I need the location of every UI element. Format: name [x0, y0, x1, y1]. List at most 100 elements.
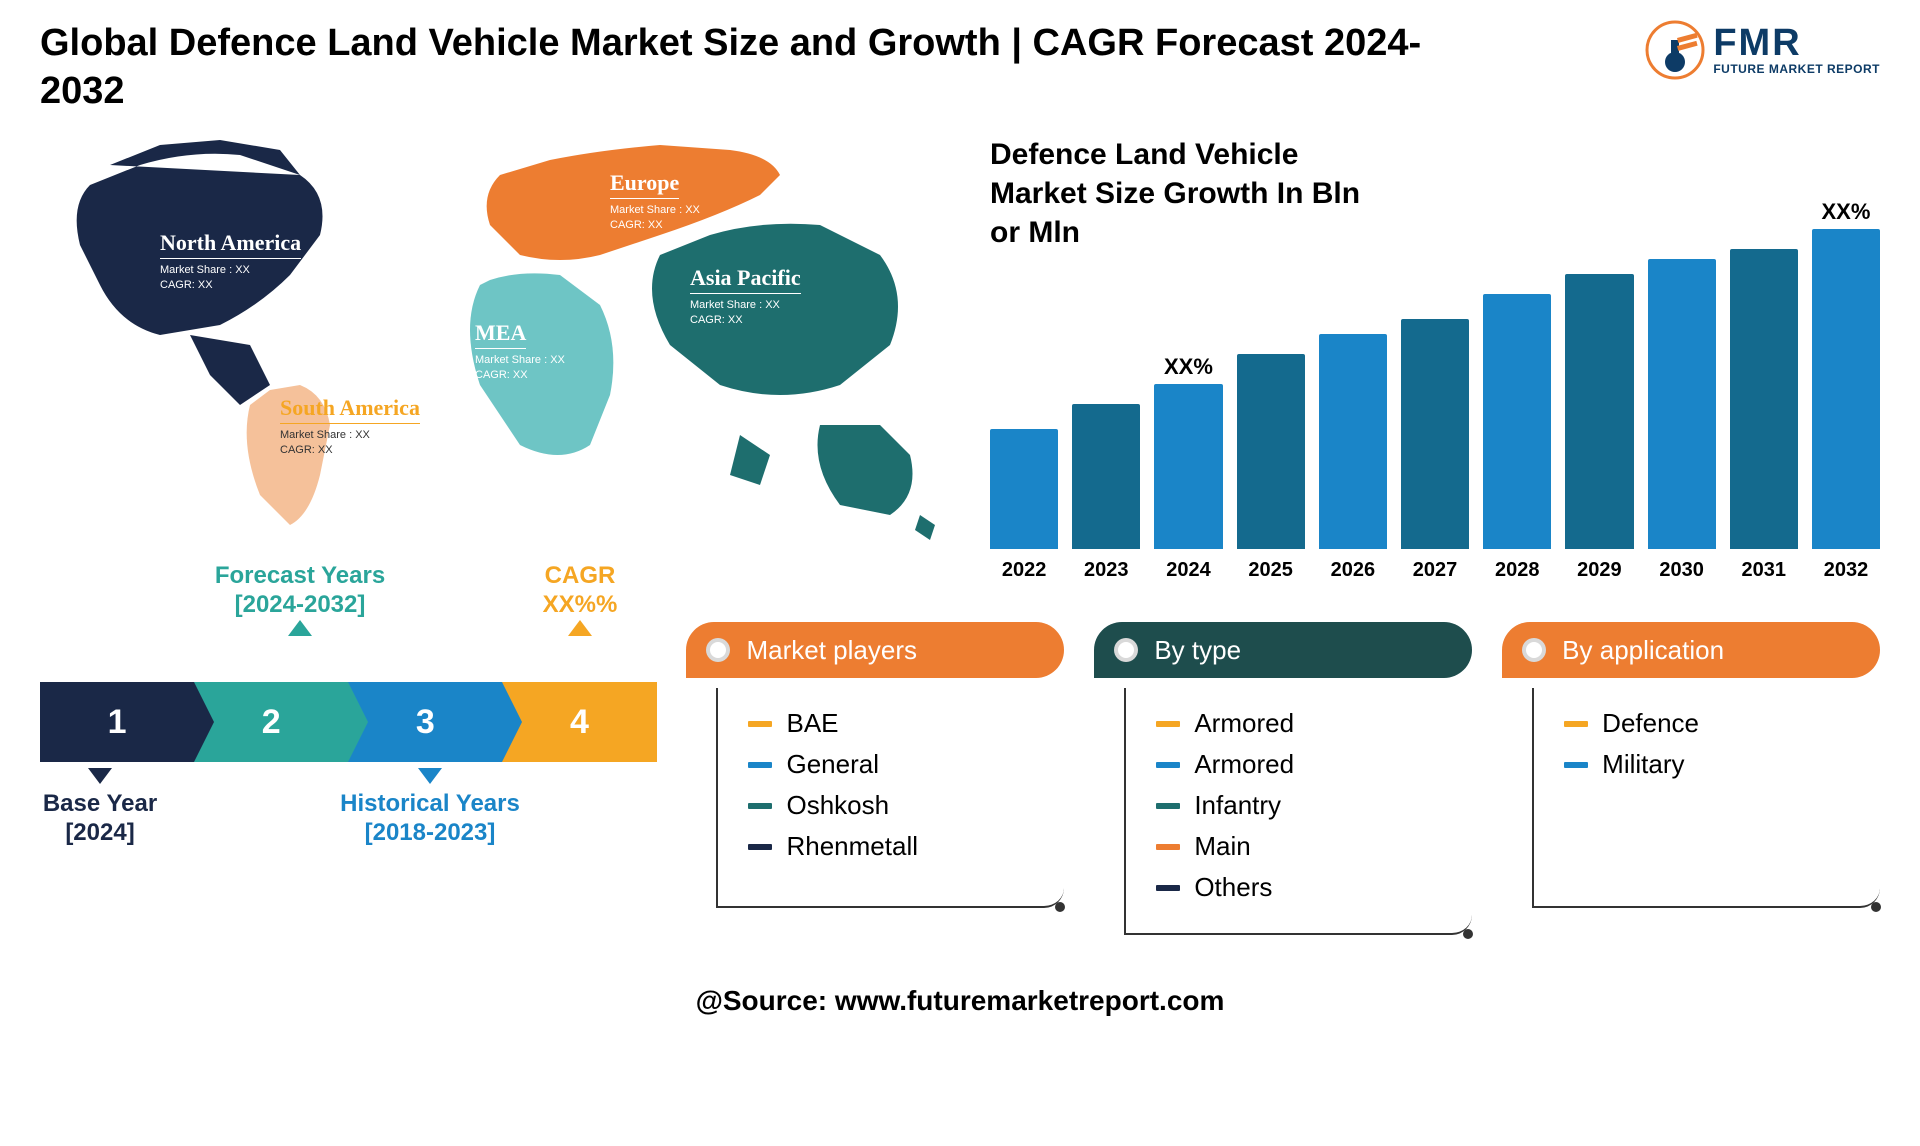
bar-year-label: 2030 [1659, 559, 1704, 582]
bars-wrap: 20222023XX%20242025202620272028202920302… [990, 272, 1880, 582]
category-marker [748, 803, 772, 809]
category-item: Rhenmetall [748, 831, 1054, 862]
region-mea: MEA Market Share : XX CAGR: XX [475, 320, 565, 384]
bar-annotation: XX% [1164, 354, 1213, 382]
bar-year-label: 2029 [1577, 559, 1622, 582]
category-body: Defence Military [1532, 688, 1880, 908]
region-asia-pacific: Asia Pacific Market Share : XX CAGR: XX [690, 265, 801, 329]
timeline-label-base: Base Year [2024] [20, 768, 180, 848]
region-south-america: South America Market Share : XX CAGR: XX [280, 395, 420, 459]
category-item: BAE [748, 708, 1054, 739]
category-item-label: Military [1602, 749, 1684, 780]
category-marker [1564, 762, 1588, 768]
timeline-bar: 1234 [40, 682, 656, 762]
category-item: Main [1156, 831, 1462, 862]
bar [1730, 249, 1798, 549]
source-text: @Source: www.futuremarketreport.com [40, 985, 1880, 1017]
bar-col: 2028 [1483, 294, 1551, 582]
page-title: Global Defence Land Vehicle Market Size … [40, 20, 1440, 115]
category-marker [748, 721, 772, 727]
category-item: General [748, 749, 1054, 780]
category-item: Oshkosh [748, 790, 1054, 821]
bar-col: 2025 [1237, 354, 1305, 582]
category-item-label: Rhenmetall [786, 831, 918, 862]
category-marker [1156, 803, 1180, 809]
bar-col: XX%2032 [1812, 229, 1880, 582]
bar-year-label: 2023 [1084, 559, 1129, 582]
bar [1401, 319, 1469, 549]
category-item: Armored [1156, 708, 1462, 739]
header: Global Defence Land Vehicle Market Size … [40, 20, 1880, 115]
timeline-segment: 2 [194, 682, 348, 762]
bar [1483, 294, 1551, 549]
bar-col: 2030 [1648, 259, 1716, 582]
category-body: BAE General Oshkosh Rhenmetall [716, 688, 1064, 908]
bar-col: 2023 [1072, 404, 1140, 582]
chart-title: Defence Land Vehicle Market Size Growth … [990, 135, 1390, 252]
category-item-label: Armored [1194, 749, 1294, 780]
category-by-type: By type Armored Armored Infantry Main Others [1094, 622, 1472, 935]
bar [990, 429, 1058, 549]
timeline-segment: 3 [348, 682, 502, 762]
bar-year-label: 2022 [1002, 559, 1047, 582]
timeline-segment: 1 [40, 682, 194, 762]
bar [1319, 334, 1387, 549]
category-item-label: Main [1194, 831, 1250, 862]
category-item-label: Defence [1602, 708, 1699, 739]
timeline: Forecast Years [2024-2032] CAGR XX%% 123… [40, 622, 656, 888]
bar-year-label: 2026 [1331, 559, 1376, 582]
logo: FMR FUTURE MARKET REPORT [1645, 20, 1880, 80]
region-europe: Europe Market Share : XX CAGR: XX [610, 170, 700, 234]
category-item: Defence [1564, 708, 1870, 739]
bar-col: 2026 [1319, 334, 1387, 582]
category-item-label: BAE [786, 708, 838, 739]
binoculars-icon [1645, 20, 1705, 80]
bar-col: 2029 [1565, 274, 1633, 582]
bar-year-label: 2032 [1824, 559, 1869, 582]
top-section: North America Market Share : XX CAGR: XX… [40, 125, 1880, 582]
bottom-section: Forecast Years [2024-2032] CAGR XX%% 123… [40, 622, 1880, 935]
category-item: Military [1564, 749, 1870, 780]
timeline-label-forecast: Forecast Years [2024-2032] [200, 562, 400, 642]
category-item-label: Armored [1194, 708, 1294, 739]
category-item-label: Others [1194, 872, 1272, 903]
category-marker [1156, 762, 1180, 768]
timeline-segment: 4 [502, 682, 656, 762]
category-item: Others [1156, 872, 1462, 903]
bar-annotation: XX% [1822, 199, 1871, 227]
bar-col: 2027 [1401, 319, 1469, 582]
category-marker [748, 844, 772, 850]
bar-col: 2031 [1730, 249, 1798, 582]
category-market-players: Market players BAE General Oshkosh Rhenmeta… [686, 622, 1064, 908]
timeline-label-cagr: CAGR XX%% [520, 562, 640, 642]
bar [1237, 354, 1305, 549]
category-header: By type [1094, 622, 1472, 678]
category-header: Market players [686, 622, 1064, 678]
category-item-label: Oshkosh [786, 790, 889, 821]
bar-year-label: 2024 [1166, 559, 1211, 582]
bar-year-label: 2031 [1742, 559, 1787, 582]
category-marker [1156, 885, 1180, 891]
category-item-label: Infantry [1194, 790, 1281, 821]
region-north-america: North America Market Share : XX CAGR: XX [160, 230, 301, 294]
bar-year-label: 2028 [1495, 559, 1540, 582]
category-by-application: By application Defence Military [1502, 622, 1880, 908]
category-marker [1564, 721, 1588, 727]
category-marker [1156, 721, 1180, 727]
category-item: Infantry [1156, 790, 1462, 821]
bar-year-label: 2025 [1248, 559, 1293, 582]
logo-text-main: FMR [1713, 24, 1880, 62]
bar-chart: Defence Land Vehicle Market Size Growth … [990, 125, 1880, 582]
logo-text-sub: FUTURE MARKET REPORT [1713, 62, 1880, 76]
bar-col: 2022 [990, 429, 1058, 582]
bar [1648, 259, 1716, 549]
category-body: Armored Armored Infantry Main Others [1124, 688, 1472, 935]
category-item-label: General [786, 749, 879, 780]
bar-col: XX%2024 [1154, 384, 1222, 582]
world-map: North America Market Share : XX CAGR: XX… [40, 125, 960, 545]
bar [1072, 404, 1140, 549]
category-marker [1156, 844, 1180, 850]
category-item: Armored [1156, 749, 1462, 780]
bar [1154, 384, 1222, 549]
category-header: By application [1502, 622, 1880, 678]
